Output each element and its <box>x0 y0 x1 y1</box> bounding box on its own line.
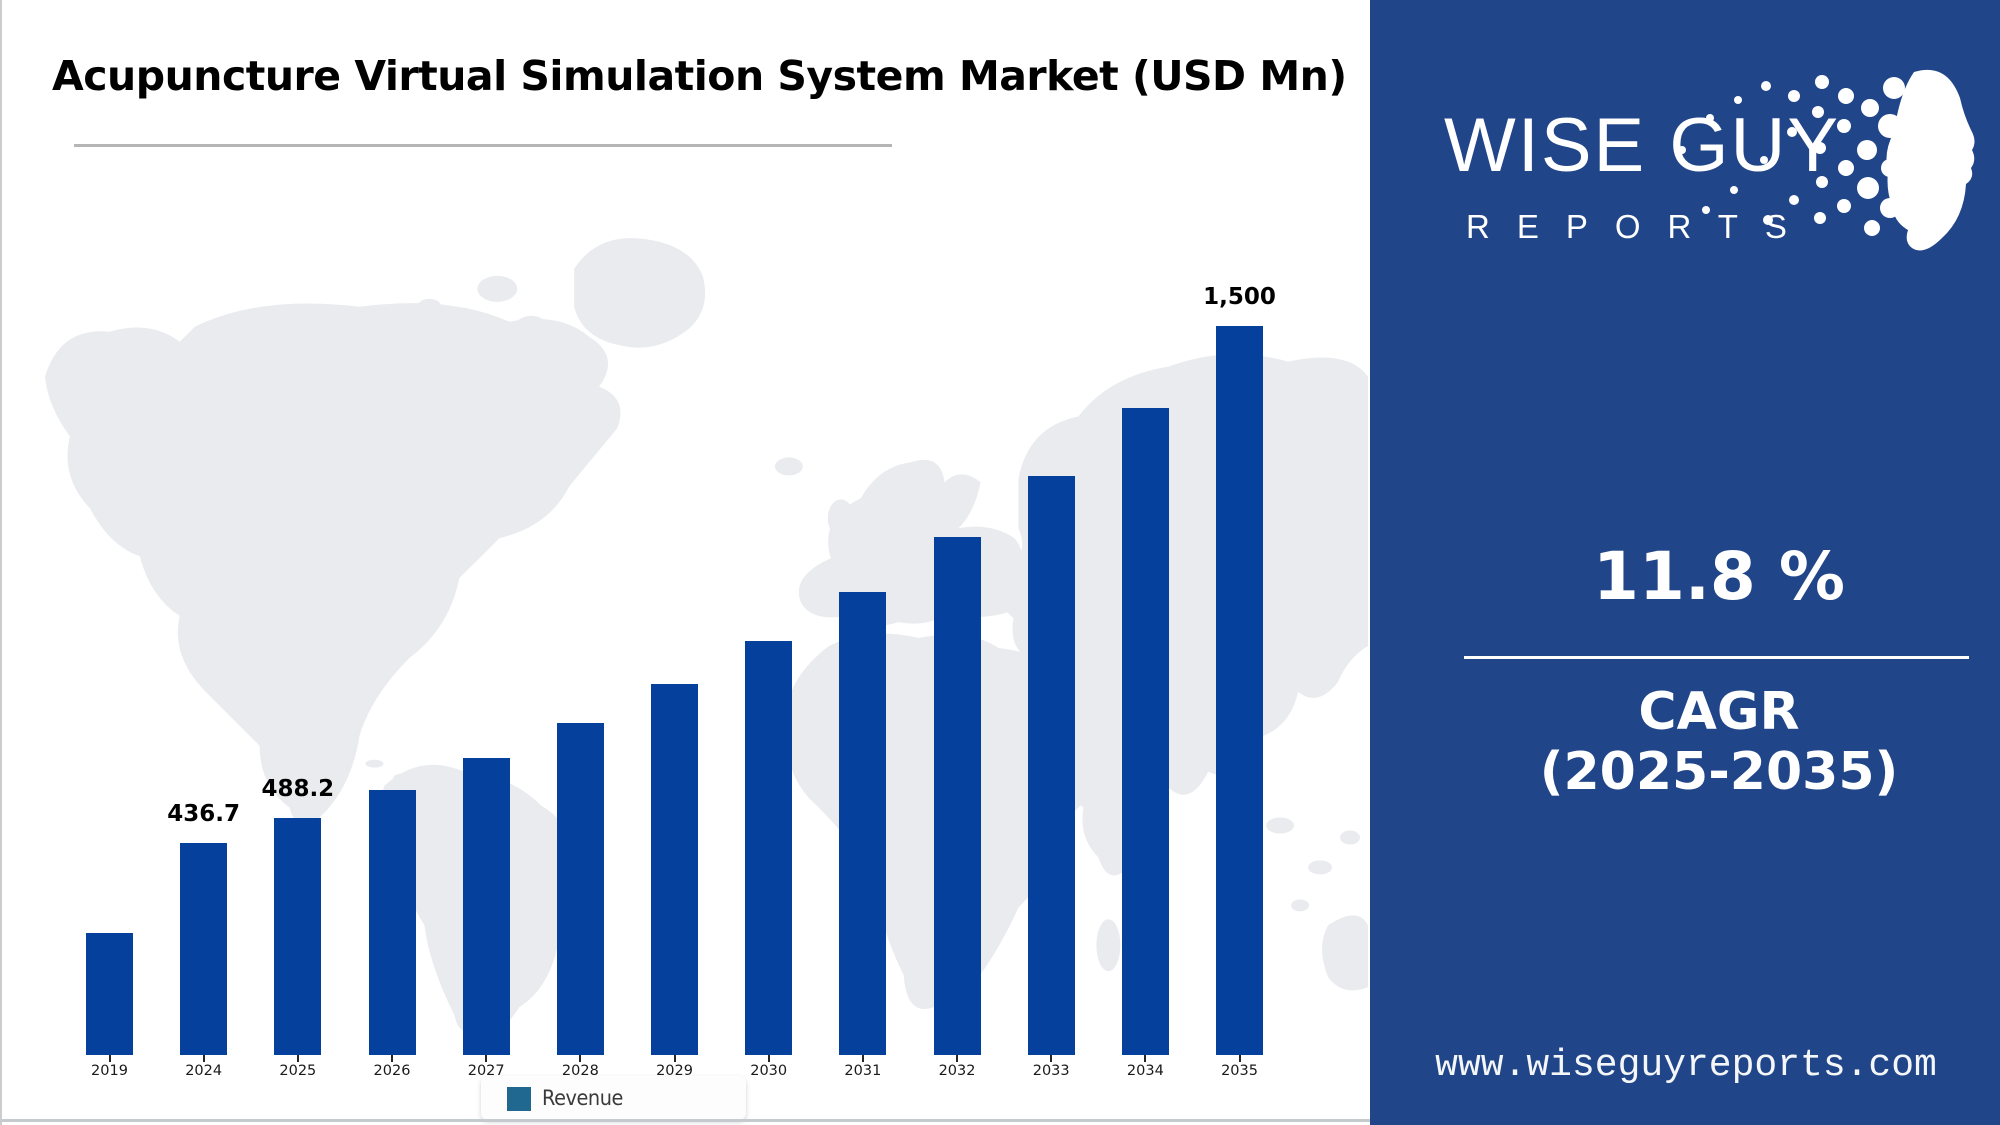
x-axis-label-2030: 2030 <box>750 1063 788 1079</box>
x-axis-tick-2019 <box>108 1055 111 1062</box>
title-underline <box>74 144 892 147</box>
revenue-bar-2031 <box>839 592 887 1055</box>
x-axis-tick-2034 <box>1144 1055 1147 1062</box>
revenue-bar-2034 <box>1121 408 1169 1055</box>
x-axis-label-2026: 2026 <box>373 1063 411 1079</box>
bottom-border-line <box>2 1119 1370 1122</box>
x-axis-tick-2026 <box>391 1055 393 1062</box>
cagr-divider-line <box>1464 656 1969 659</box>
revenue-bar-2033 <box>1027 476 1075 1055</box>
x-axis-label-2025: 2025 <box>279 1063 317 1079</box>
x-axis-tick-2029 <box>673 1055 676 1062</box>
bar-value-label-2025: 488.2 <box>261 776 335 802</box>
bar-value-label-2024: 436.7 <box>167 801 241 827</box>
page-title: Acupuncture Virtual Simulation System Ma… <box>52 52 1347 100</box>
cagr-label: CAGR <box>1638 682 1800 742</box>
website-url[interactable]: www.wiseguyreports.com <box>1435 1044 1937 1087</box>
revenue-bar-2032 <box>933 537 981 1055</box>
cagr-period: (2025-2035) <box>1539 742 1899 802</box>
x-axis-label-2032: 2032 <box>938 1063 976 1079</box>
brand-subname: REPORTS <box>1466 208 1814 245</box>
x-axis-label-2019: 2019 <box>91 1063 128 1079</box>
x-axis-label-2027: 2027 <box>467 1063 505 1079</box>
x-axis-label-2035: 2035 <box>1221 1063 1258 1079</box>
x-axis-tick-2028 <box>579 1055 582 1062</box>
x-axis-label-2031: 2031 <box>844 1063 882 1079</box>
revenue-bar-2035 <box>1216 326 1264 1055</box>
brand-name: WISE GUY <box>1444 103 1841 188</box>
revenue-bar-2030 <box>745 641 793 1055</box>
revenue-bar-2025 <box>274 818 322 1055</box>
revenue-bar-2029 <box>651 684 699 1055</box>
x-axis-label-2024: 2024 <box>185 1063 223 1079</box>
x-axis-label-2028: 2028 <box>561 1063 599 1079</box>
x-axis-tick-2035 <box>1238 1055 1241 1062</box>
x-axis-tick-2025 <box>296 1055 299 1062</box>
revenue-bar-2026 <box>368 790 416 1055</box>
wise-guy-head-logo-icon <box>1662 60 1982 265</box>
revenue-bar-2024 <box>180 843 228 1055</box>
legend-swatch-revenue <box>507 1087 531 1111</box>
x-axis-tick-2024 <box>202 1055 205 1062</box>
cagr-value: 11.8 % <box>1593 538 1845 615</box>
x-axis-tick-2031 <box>861 1055 864 1062</box>
revenue-bar-2028 <box>556 723 604 1055</box>
legend-label: Revenue <box>542 1086 623 1110</box>
x-axis-label-2029: 2029 <box>656 1063 693 1079</box>
x-axis-label-2033: 2033 <box>1032 1063 1070 1079</box>
revenue-bar-chart: 2019 2024 436.7 2025 488.2 2026 2027 2028 2029 20… <box>2 0 1370 1125</box>
x-axis-tick-2033 <box>1050 1055 1053 1062</box>
x-axis-tick-2030 <box>767 1055 770 1062</box>
revenue-bar-2019 <box>86 933 133 1055</box>
x-axis-tick-2032 <box>956 1055 959 1062</box>
revenue-bar-2027 <box>462 758 510 1055</box>
bar-value-label-2035: 1,500 <box>1203 284 1276 310</box>
x-axis-tick-2027 <box>485 1055 488 1062</box>
x-axis-label-2034: 2034 <box>1126 1063 1164 1079</box>
